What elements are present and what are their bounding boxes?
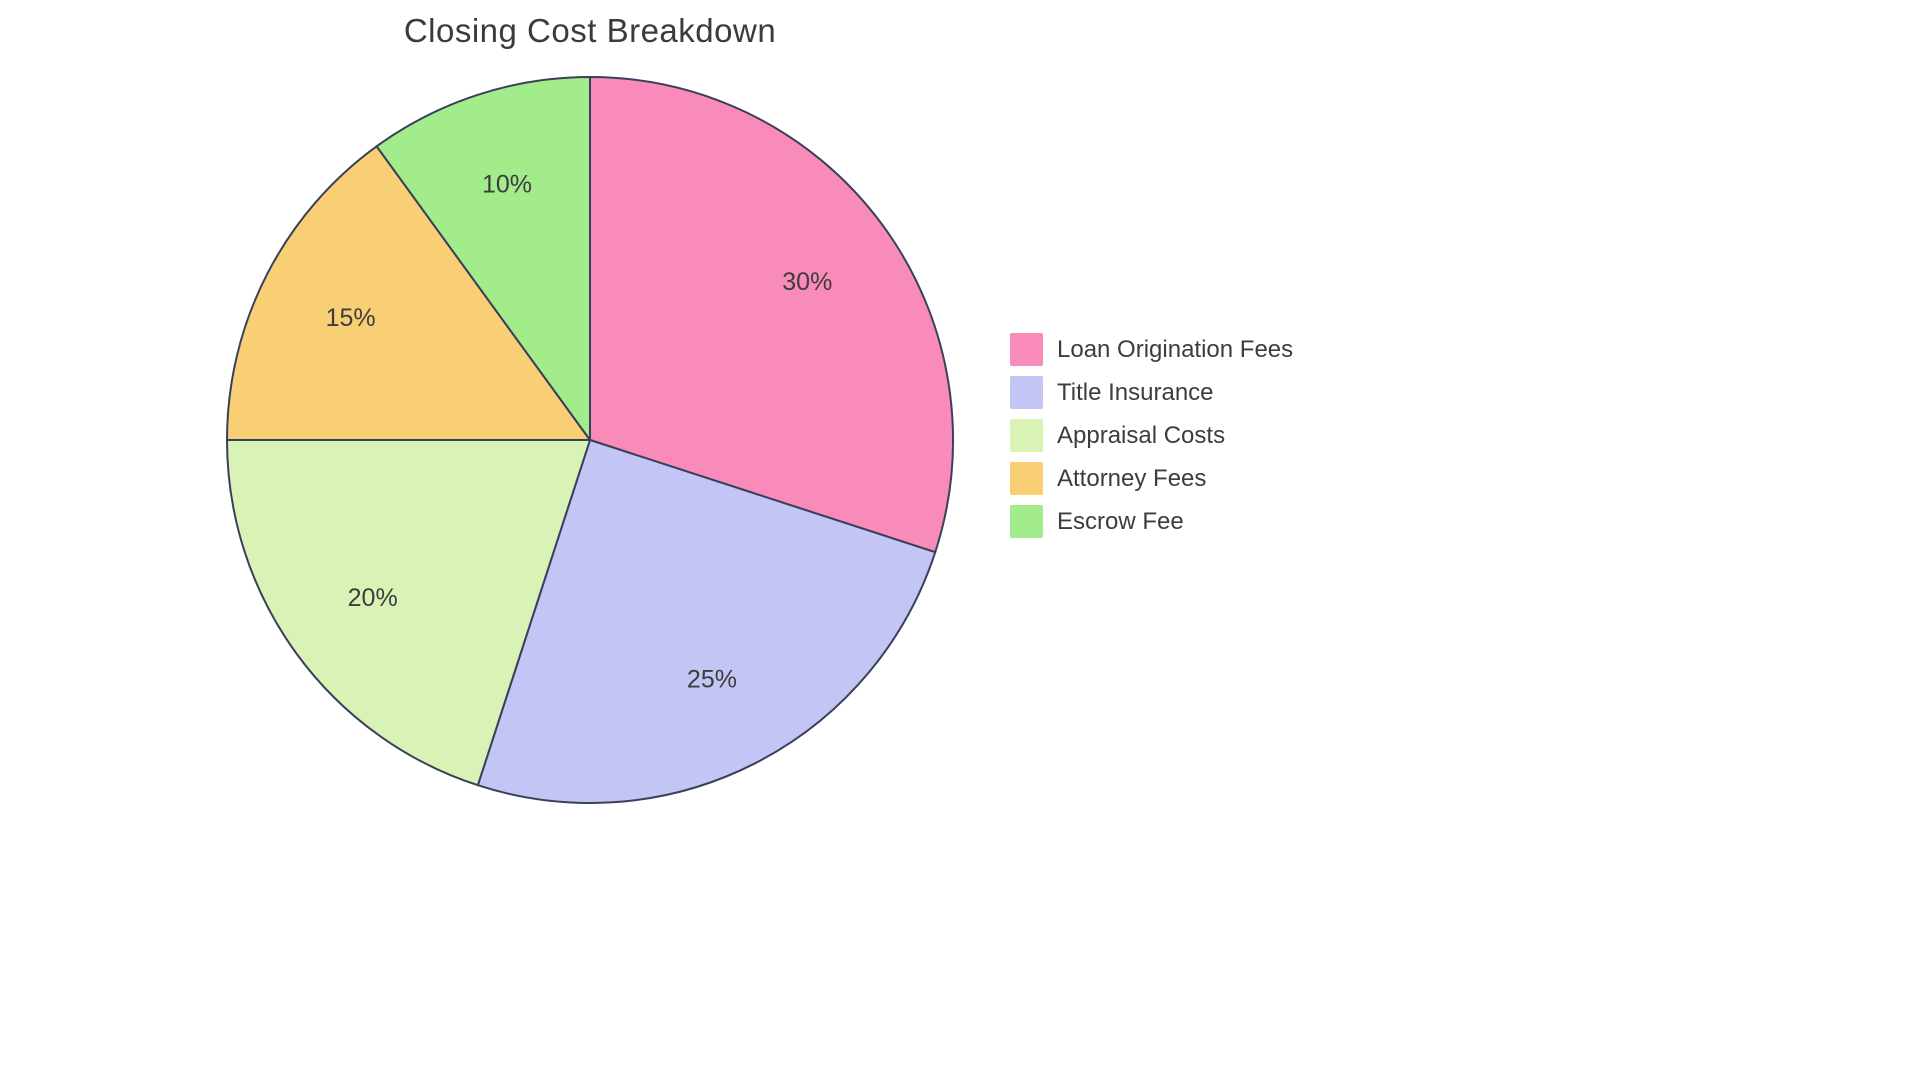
legend-item: Escrow Fee	[1010, 505, 1293, 538]
pie-slice	[226, 439, 591, 787]
pie-chart-area: 30% 25% 20% 15% 10%	[223, 73, 957, 807]
slice-percentage-label: 30%	[782, 268, 832, 296]
slice-percentage-label: 25%	[687, 665, 737, 693]
slice-percentage-label: 10%	[482, 171, 532, 199]
legend-item: Appraisal Costs	[1010, 419, 1293, 452]
pie-slice	[226, 145, 591, 441]
legend-swatch	[1010, 333, 1043, 366]
pie-chart: 30% 25% 20% 15% 10%	[226, 76, 954, 804]
pie-slice	[375, 76, 591, 441]
legend-item: Title Insurance	[1010, 376, 1293, 409]
legend-item: Loan Origination Fees	[1010, 333, 1293, 366]
slice-percentage-label: 15%	[326, 304, 376, 332]
legend-swatch	[1010, 376, 1043, 409]
pie-slice	[589, 76, 954, 554]
legend-label: Title Insurance	[1057, 378, 1214, 406]
chart-title: Closing Cost Breakdown	[403, 12, 777, 49]
legend-label: Escrow Fee	[1057, 507, 1184, 535]
legend-swatch	[1010, 462, 1043, 495]
legend-label: Loan Origination Fees	[1057, 335, 1294, 363]
slice-percentage-label: 20%	[348, 584, 398, 612]
legend-swatch	[1010, 419, 1043, 452]
pie-slice	[476, 439, 937, 804]
legend-swatch	[1010, 505, 1043, 538]
legend-label: Appraisal Costs	[1057, 421, 1226, 449]
legend-label: Attorney Fees	[1057, 464, 1207, 492]
legend: Loan Origination Fees Title Insurance Appr…	[1010, 333, 1293, 538]
legend-item: Attorney Fees	[1010, 462, 1293, 495]
